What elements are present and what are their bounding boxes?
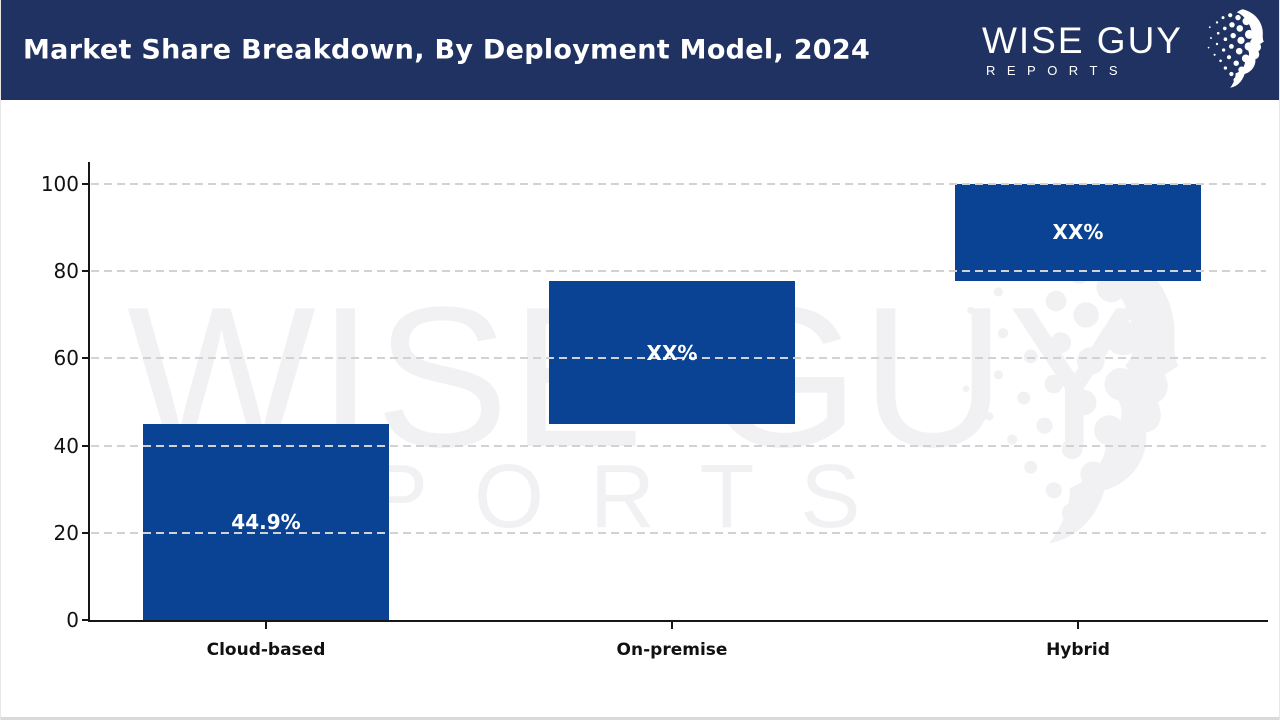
logo-subtext: REPORTS bbox=[985, 63, 1130, 78]
bar-hybrid bbox=[955, 184, 1201, 281]
wiseguy-logo: WISE GUY REPORTS bbox=[982, 5, 1265, 95]
bar-on-premise bbox=[549, 280, 795, 425]
bottom-border bbox=[1, 717, 1279, 720]
logo-head-icon bbox=[1207, 9, 1264, 88]
bar-value-label-on-premise: XX% bbox=[646, 340, 698, 365]
y-tick-label-40: 40 bbox=[53, 433, 79, 458]
bar-cloud-based bbox=[143, 424, 389, 620]
logo-text: WISE GUY REPORTS bbox=[982, 22, 1183, 78]
y-tick-label-80: 80 bbox=[53, 259, 79, 284]
page-title: Market Share Breakdown, By Deployment Mo… bbox=[23, 34, 871, 66]
gridline-60 bbox=[91, 357, 1266, 360]
x-axis-line bbox=[88, 620, 1268, 622]
x-category-label-cloud-based: Cloud-based bbox=[206, 640, 326, 660]
y-axis-line bbox=[88, 162, 90, 622]
y-tick-20 bbox=[82, 531, 89, 534]
y-tick-0 bbox=[82, 619, 89, 621]
x-tick-hybrid bbox=[1077, 622, 1079, 629]
x-category-label-on-premise: On-premise bbox=[616, 640, 728, 660]
x-tick-cloud-based bbox=[265, 622, 267, 629]
bar-value-label-hybrid: XX% bbox=[1052, 220, 1104, 245]
gridline-100 bbox=[91, 183, 1266, 185]
x-tick-on-premise bbox=[671, 622, 673, 629]
gridline-20 bbox=[91, 531, 1266, 534]
y-tick-label-0: 0 bbox=[66, 608, 79, 632]
y-tick-label-60: 60 bbox=[53, 346, 79, 371]
y-tick-100 bbox=[82, 183, 89, 185]
y-tick-label-100: 100 bbox=[40, 172, 79, 196]
y-tick-label-20: 20 bbox=[53, 520, 79, 545]
bar-value-label-cloud-based: 44.9% bbox=[231, 510, 301, 535]
gridline-80 bbox=[91, 270, 1266, 273]
gridline-40 bbox=[91, 444, 1266, 447]
logo-wordmark: WISE GUY bbox=[981, 20, 1183, 61]
y-tick-80 bbox=[82, 270, 89, 273]
y-tick-40 bbox=[82, 444, 89, 447]
y-tick-60 bbox=[82, 357, 89, 360]
x-category-label-hybrid: Hybrid bbox=[1046, 640, 1110, 660]
header: Market Share Breakdown, By Deployment Mo… bbox=[1, 0, 1279, 100]
